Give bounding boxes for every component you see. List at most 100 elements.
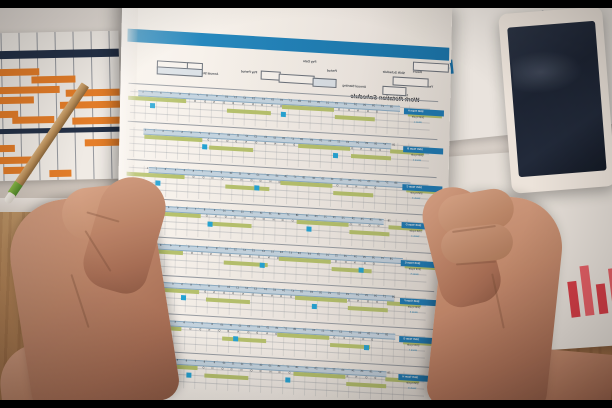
day-number: 25: [358, 331, 362, 335]
shift-code: D: [261, 293, 264, 297]
day-number: 22: [332, 368, 336, 372]
day-number: 12: [243, 248, 247, 253]
shift-code: O: [361, 337, 365, 341]
shift-code: O: [251, 103, 254, 107]
tablet-device[interactable]: [498, 6, 612, 194]
off-day-marker[interactable]: [363, 344, 370, 351]
day-number: 18: [298, 100, 302, 104]
day-number: 27: [385, 181, 389, 185]
schedule-row-group[interactable]: 1234567891011121314151617181920212223242…: [118, 196, 448, 250]
day-number: 27: [381, 257, 384, 261]
group-sublabel-primary: Shift Cycle: [407, 305, 421, 310]
day-number: 19: [305, 214, 309, 218]
shift-code: O: [224, 215, 227, 219]
shift-code: D: [291, 219, 294, 223]
work-block[interactable]: [350, 153, 392, 161]
gantt-bar: [0, 96, 34, 105]
shift-code: D: [261, 103, 264, 107]
off-day-marker[interactable]: [311, 303, 317, 310]
off-day-marker[interactable]: [332, 152, 339, 159]
day-number: 16: [277, 365, 281, 369]
red-bar-chart: [565, 254, 612, 318]
off-day-marker[interactable]: [233, 336, 239, 342]
off-day-marker[interactable]: [180, 295, 187, 301]
day-number: 12: [240, 362, 244, 367]
day-number: 5: [178, 245, 181, 249]
shift-code: O: [334, 260, 337, 264]
day-number: 10: [224, 95, 228, 99]
day-number: 26: [372, 104, 375, 108]
work-block[interactable]: [334, 114, 375, 122]
form-field-box: [278, 73, 315, 85]
off-day-marker[interactable]: [285, 377, 291, 383]
off-day-marker[interactable]: [259, 262, 265, 268]
grid-column: [133, 89, 135, 120]
day-number: 7: [194, 360, 197, 364]
day-number: 19: [312, 176, 316, 181]
work-block[interactable]: [333, 190, 374, 198]
work-block[interactable]: [331, 266, 372, 274]
group-sublabel-primary: Shift Cycle: [410, 191, 423, 196]
day-number: 25: [360, 369, 364, 374]
shift-code: O: [368, 224, 371, 228]
day-number: 18: [295, 366, 299, 370]
day-number: 27: [381, 104, 385, 109]
day-number: 1: [146, 167, 149, 171]
group-sublabel-primary: Shift Cycle: [407, 343, 420, 348]
day-number: 24: [351, 217, 355, 221]
day-number: 20: [312, 329, 316, 333]
document-header-bar: [127, 28, 450, 61]
off-day-marker[interactable]: [202, 144, 208, 150]
day-number: 25: [360, 217, 364, 221]
tablet-screen[interactable]: [507, 20, 607, 178]
shift-code: N: [355, 375, 358, 379]
work-block[interactable]: [349, 229, 390, 237]
work-block[interactable]: [225, 184, 270, 192]
day-number: 12: [240, 210, 244, 214]
shift-code: N: [210, 252, 213, 256]
day-number: 17: [289, 99, 293, 103]
off-day-marker[interactable]: [254, 185, 260, 191]
off-day-marker[interactable]: [358, 267, 364, 273]
day-number: 11: [233, 248, 237, 252]
shift-code: D: [203, 290, 206, 294]
shift-code: N: [238, 254, 241, 258]
form-field-box: [156, 66, 203, 78]
work-block[interactable]: [346, 381, 387, 389]
off-day-marker[interactable]: [149, 103, 156, 109]
day-number: 20: [321, 177, 325, 181]
day-number: 10: [222, 209, 226, 213]
day-number: 28: [394, 181, 398, 185]
day-number: 4: [171, 282, 174, 286]
day-number: 4: [174, 168, 176, 172]
day-number: 6: [190, 283, 192, 287]
shift-code: N: [353, 261, 356, 265]
grid-line: [129, 111, 430, 131]
day-number: 4: [172, 130, 174, 134]
schedule-row-group[interactable]: 1234567891011121314151617181920212223242…: [117, 234, 447, 288]
day-number: 23: [346, 140, 350, 145]
day-number: 26: [367, 332, 371, 336]
shift-code: O: [219, 253, 222, 257]
off-day-marker[interactable]: [207, 221, 213, 227]
meta-label-annual-start-2: Annual Starting: [342, 83, 367, 89]
day-number: 26: [374, 142, 378, 146]
off-day-marker[interactable]: [280, 111, 286, 118]
day-number: 23: [341, 368, 345, 373]
off-day-marker[interactable]: [306, 226, 312, 232]
work-block[interactable]: [222, 336, 267, 344]
off-day-marker[interactable]: [186, 372, 192, 378]
schedule-row-group[interactable]: 1234567891011121314151617181920212223242…: [116, 272, 446, 326]
shift-code: D: [350, 146, 353, 151]
gantt-bar: [0, 144, 15, 153]
work-block[interactable]: [347, 305, 388, 313]
screen-glare: [511, 47, 585, 96]
day-number: 18: [302, 176, 306, 180]
day-number: 22: [337, 140, 341, 144]
day-number: 14: [266, 174, 270, 178]
day-number: 4: [169, 244, 172, 248]
work-block[interactable]: [226, 108, 271, 116]
grid-line: [126, 263, 427, 282]
